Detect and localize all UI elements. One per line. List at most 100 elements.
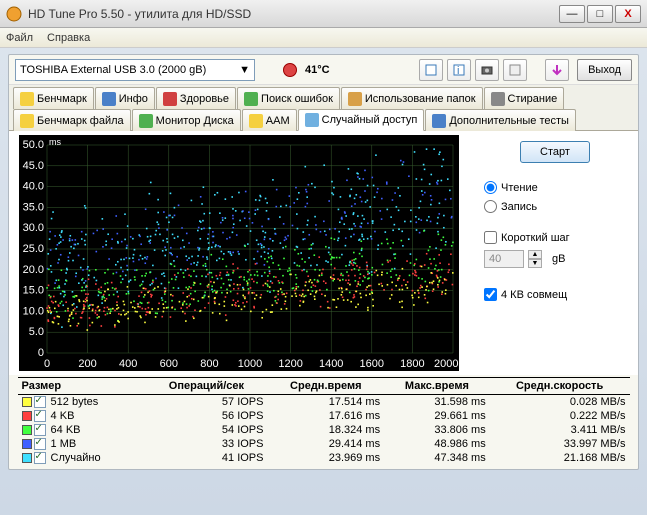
svg-text:1600: 1600 [360,358,384,370]
table-row: 1 MB33 IOPS29.414 ms48.986 ms33.997 MB/s [18,437,630,451]
tab-icon [102,92,116,106]
tab-icon [163,92,177,106]
svg-text:25.0: 25.0 [23,243,44,255]
svg-text:40.0: 40.0 [23,181,44,193]
read-radio[interactable] [484,181,497,194]
device-select[interactable]: TOSHIBA External USB 3.0 (2000 gB) ▼ [15,59,255,81]
copy-info-button[interactable]: i [447,59,471,81]
column-header: Макс.время [384,378,490,395]
controls-sidebar: Старт Чтение Запись Короткий шаг 40 ▲▼ g… [480,135,630,371]
column-header: Средн.время [267,378,384,395]
menu-bar: Файл Справка [0,28,647,48]
write-radio[interactable] [484,200,497,213]
tab-icon [305,113,319,127]
align-4kb-check[interactable]: 4 КВ совмещ [480,288,567,301]
column-header: Средн.скорость [490,378,630,395]
tab-label: Стирание [508,93,558,105]
menu-help[interactable]: Справка [47,32,90,44]
menu-file[interactable]: Файл [6,32,33,44]
tab-Здоровье[interactable]: Здоровье [156,87,236,109]
radio-write[interactable]: Запись [480,200,537,213]
tab-icon [244,92,258,106]
tab-label: Использование папок [365,93,476,105]
save-button[interactable] [545,59,569,81]
temperature-value: 41°C [305,64,330,76]
tab-Дополнительные тесты[interactable]: Дополнительные тесты [425,109,576,131]
tab-icon [348,92,362,106]
svg-text:600: 600 [160,358,178,370]
tab-Бенчмарк[interactable]: Бенчмарк [13,87,94,109]
svg-text:5.0: 5.0 [29,326,44,338]
svg-text:45.0: 45.0 [23,160,44,172]
tab-bar: Бенчмарк ИнфоЗдоровье Поиск ошибок Использо… [9,85,638,131]
svg-text:50.0: 50.0 [23,139,44,151]
table-row: 4 KB56 IOPS17.616 ms29.661 ms0.222 MB/s [18,409,630,423]
app-icon [6,6,22,22]
dropdown-icon: ▼ [239,64,250,76]
minimize-button[interactable]: — [559,5,585,23]
tab-icon [432,114,446,128]
column-header: Размер [18,378,146,395]
copy-text-button[interactable] [419,59,443,81]
tab-label: Случайный доступ [322,114,418,126]
toolbar: TOSHIBA External USB 3.0 (2000 gB) ▼ 41°… [9,55,638,85]
svg-text:20.0: 20.0 [23,264,44,276]
svg-text:1000: 1000 [238,358,262,370]
svg-text:15.0: 15.0 [23,285,44,297]
tab-panel: ms 05.010.015.020.025.030.035.040.045.05… [9,130,638,375]
tab-label: Монитор Диска [156,115,234,127]
step-spinner: 40 ▲▼ gB [480,250,565,268]
tab-Стирание[interactable]: Стирание [484,87,565,109]
svg-text:1800: 1800 [400,358,424,370]
exit-button[interactable]: Выход [577,59,632,81]
short-step-checkbox[interactable] [484,231,497,244]
align-4kb-checkbox[interactable] [484,288,497,301]
svg-text:200: 200 [78,358,96,370]
tab-label: AAM [266,115,290,127]
spinner-buttons[interactable]: ▲▼ [528,250,542,268]
scatter-chart: ms 05.010.015.020.025.030.035.040.045.05… [19,135,459,371]
tab-icon [139,114,153,128]
tab-Поиск ошибок[interactable]: Поиск ошибок [237,87,340,109]
tab-Использование папок[interactable]: Использование папок [341,87,483,109]
thermometer-icon [283,63,297,77]
tab-label: Бенчмарк [37,93,87,105]
tab-Бенчмарк файла[interactable]: Бенчмарк файла [13,109,131,131]
column-header: Операций/сек [145,378,267,395]
svg-text:i: i [457,65,459,77]
short-step-check[interactable]: Короткий шаг [480,231,570,244]
svg-text:1200: 1200 [278,358,302,370]
tab-icon [20,114,34,128]
tab-icon [20,92,34,106]
tab-icon [249,114,263,128]
tab-label: Поиск ошибок [261,93,333,105]
radio-read[interactable]: Чтение [480,181,538,194]
svg-text:35.0: 35.0 [23,201,44,213]
close-button[interactable]: X [615,5,641,23]
screenshot-button[interactable] [475,59,499,81]
device-label: TOSHIBA External USB 3.0 (2000 gB) [20,64,206,76]
step-unit: gB [552,253,565,265]
table-row: 64 KB54 IOPS18.324 ms33.806 ms3.411 MB/s [18,423,630,437]
svg-text:800: 800 [200,358,218,370]
tab-AAM[interactable]: AAM [242,109,297,131]
svg-text:2000gB: 2000gB [434,358,459,370]
start-button[interactable]: Старт [520,141,590,163]
tab-Инфо[interactable]: Инфо [95,87,155,109]
tab-label: Дополнительные тесты [449,115,569,127]
results-table: РазмерОпераций/секСредн.времяМакс.времяС… [18,377,630,465]
step-input[interactable]: 40 [484,250,524,268]
tab-label: Бенчмарк файла [37,115,124,127]
maximize-button[interactable]: □ [587,5,613,23]
svg-text:0: 0 [44,358,50,370]
title-bar: HD Tune Pro 5.50 - утилита для HD/SSD — … [0,0,647,28]
tab-Монитор Диска[interactable]: Монитор Диска [132,109,241,131]
table-row: Случайно41 IOPS23.969 ms47.348 ms21.168 … [18,451,630,465]
svg-text:30.0: 30.0 [23,222,44,234]
tab-icon [491,92,505,106]
table-row: 512 bytes57 IOPS17.514 ms31.598 ms0.028 … [18,395,630,410]
tab-Случайный доступ[interactable]: Случайный доступ [298,109,425,131]
settings-button[interactable] [503,59,527,81]
svg-text:1400: 1400 [319,358,343,370]
chart-y-unit: ms [49,137,61,147]
